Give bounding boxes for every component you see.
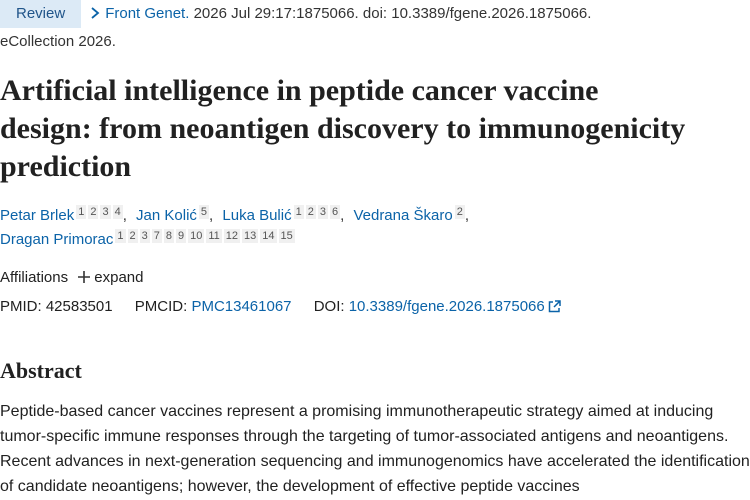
affiliation-number[interactable]: 2 <box>88 205 99 219</box>
pmid-label: PMID: <box>0 298 42 315</box>
affiliation-number[interactable]: 15 <box>278 229 295 243</box>
author-list: Petar Brlek 1 2 3 4, Jan Kolić 5, Luka Bulić 1… <box>0 204 560 252</box>
affiliation-number[interactable]: 9 <box>176 229 187 243</box>
author: Vedrana Škaro 2, <box>353 204 469 228</box>
expand-toggle[interactable]: expand <box>78 269 143 286</box>
author-name[interactable]: Vedrana Škaro <box>353 207 453 224</box>
separator: , <box>122 207 127 224</box>
affiliation-number[interactable]: 2 <box>127 229 138 243</box>
affiliation-number[interactable]: 8 <box>163 229 174 243</box>
affiliation-number[interactable]: 14 <box>260 229 277 243</box>
affiliation-number[interactable]: 2 <box>454 205 465 219</box>
affiliation-number[interactable]: 3 <box>139 229 150 243</box>
author: Petar Brlek 1 2 3 4, <box>0 204 127 228</box>
author: Jan Kolić 5, <box>136 204 213 228</box>
author-name[interactable]: Luka Bulić <box>222 207 292 224</box>
affiliation-number[interactable]: 3 <box>100 205 111 219</box>
separator: , <box>340 207 345 224</box>
abstract-text: Peptide-based cancer vaccines represent … <box>0 403 750 495</box>
affiliation-number[interactable]: 5 <box>198 205 210 219</box>
affiliation-number[interactable]: 10 <box>188 229 205 243</box>
citation: Review Front Genet. 2026 Jul 29:17:187506… <box>0 0 750 56</box>
author-name[interactable]: Petar Brlek <box>0 207 75 224</box>
citation-text: 2026 Jul 29:17:1875066. doi: 10.3389/fge… <box>193 5 592 22</box>
doi-link[interactable]: 10.3389/fgene.2026.1875066 <box>349 298 561 315</box>
doi-label: DOI: <box>313 298 345 315</box>
affiliation-number[interactable]: 11 <box>206 229 222 243</box>
affiliation-number[interactable]: 1 <box>115 229 126 243</box>
ecollection: eCollection 2026. <box>0 33 116 50</box>
author-name[interactable]: Dragan Primorac <box>0 231 114 248</box>
identifiers: PMID: 42583501 PMCID: PMC13461067 DOI: 1… <box>0 295 750 319</box>
affiliation-number[interactable]: 3 <box>317 205 328 219</box>
author: Luka Bulić 1 2 3 6, <box>222 204 344 228</box>
affiliations-label: Affiliations <box>0 269 69 286</box>
pmcid-label: PMCID: <box>134 298 188 315</box>
affiliation-number[interactable]: 12 <box>223 229 241 243</box>
affiliation-number[interactable]: 13 <box>242 229 259 243</box>
separator: , <box>209 207 214 224</box>
affiliation-number[interactable]: 1 <box>76 205 87 219</box>
external-link-icon <box>548 300 561 313</box>
author-name[interactable]: Jan Kolić <box>136 207 197 224</box>
doi-text[interactable]: 10.3389/fgene.2026.1875066 <box>348 298 545 315</box>
affiliation-number[interactable]: 2 <box>305 205 316 219</box>
author: Dragan Primorac 1 2 3 7 8 9 10 11 12 13 14 15 <box>0 228 295 252</box>
article-type-badge: Review <box>0 0 82 28</box>
plus-icon <box>78 271 91 283</box>
affiliation-number[interactable]: 7 <box>151 229 162 243</box>
separator: , <box>464 207 469 224</box>
article-title: Artificial intelligence in peptide cance… <box>0 74 686 183</box>
pmcid-link[interactable]: PMC13461067 <box>191 298 292 315</box>
abstract-heading: Abstract <box>0 358 82 383</box>
chevron-icon <box>91 7 100 19</box>
affiliation-number[interactable]: 6 <box>329 205 341 219</box>
journal-link[interactable]: Front Genet. <box>105 5 190 22</box>
expand-label[interactable]: expand <box>94 269 144 286</box>
affiliation-number[interactable]: 1 <box>293 205 304 219</box>
affiliation-number[interactable]: 4 <box>112 205 123 219</box>
pmid: 42583501 <box>45 298 113 315</box>
affiliations: Affiliations expand <box>0 266 750 290</box>
